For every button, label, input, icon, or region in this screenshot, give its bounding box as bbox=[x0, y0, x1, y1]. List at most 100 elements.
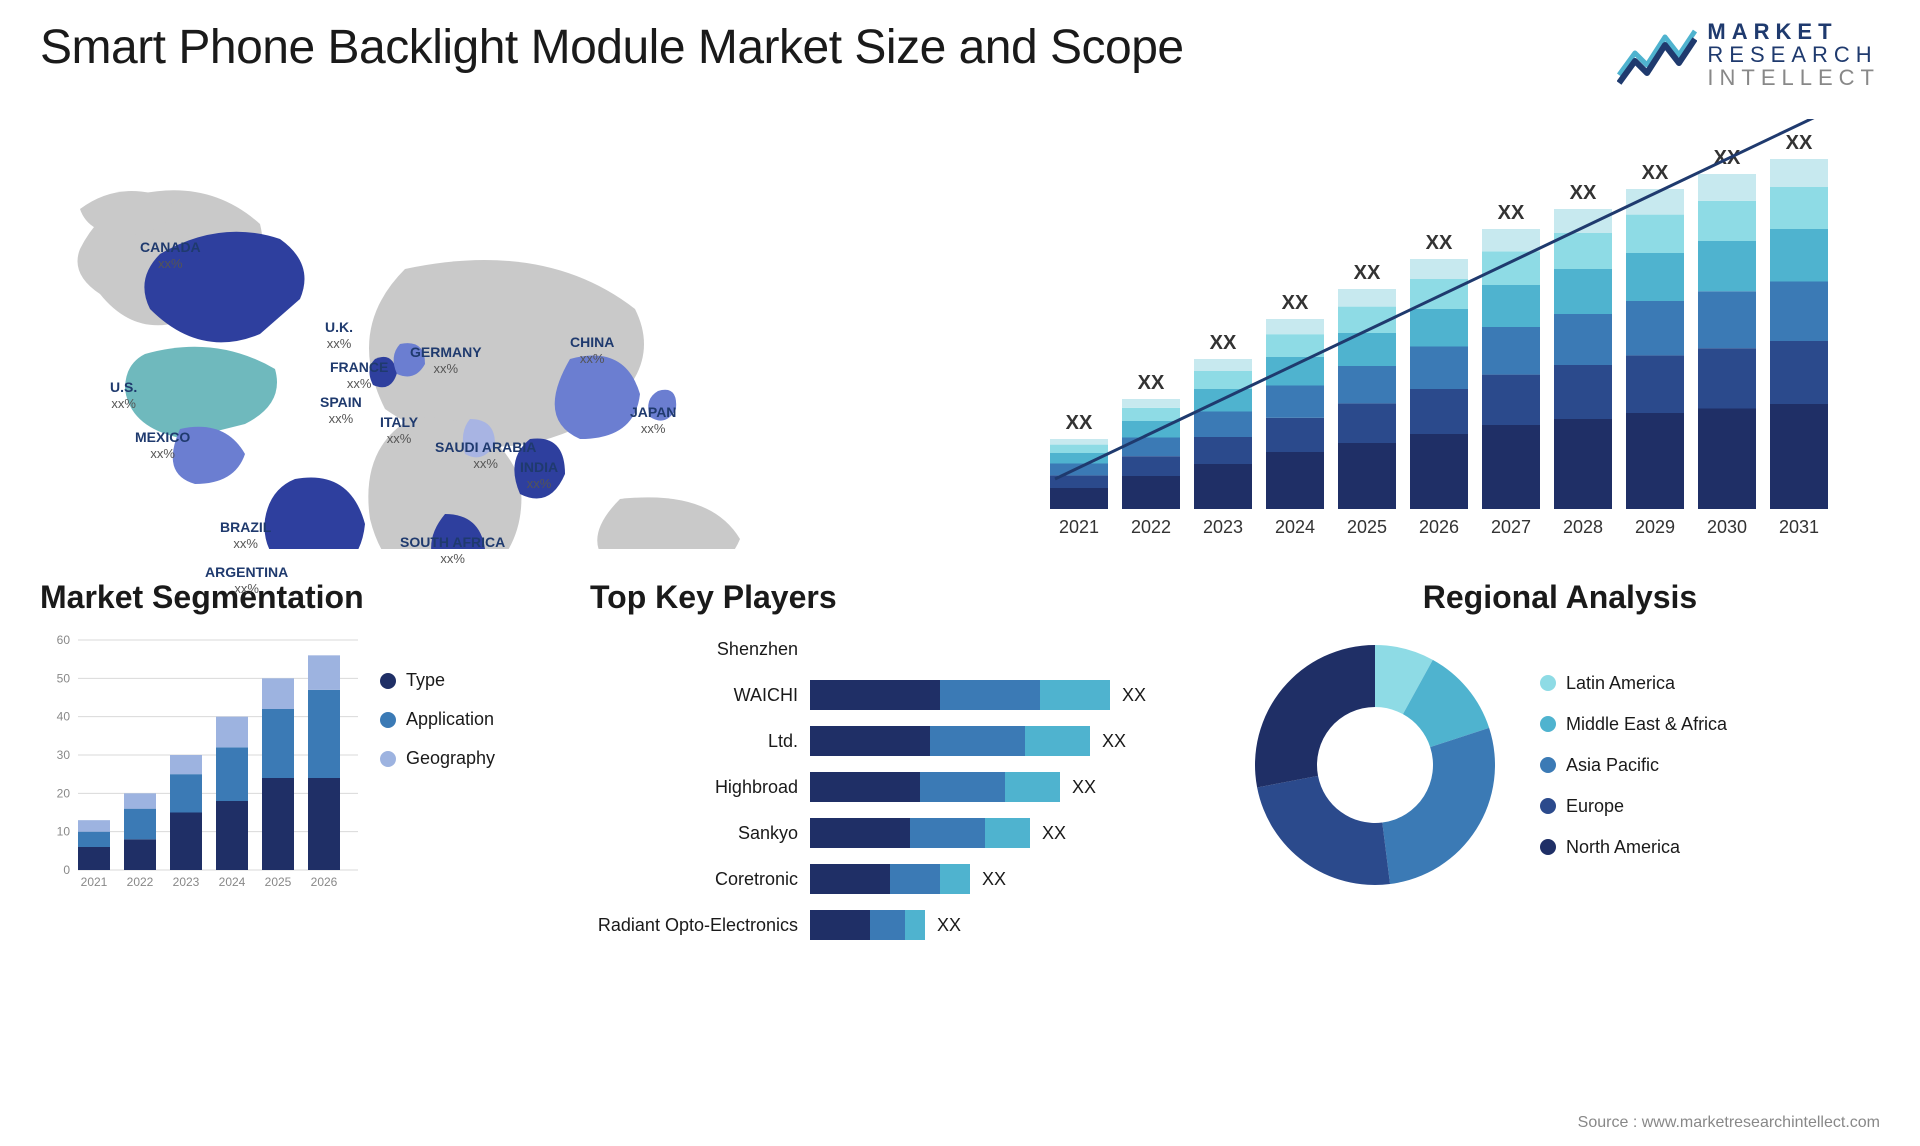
map-label: CANADAxx% bbox=[140, 239, 201, 271]
svg-text:XX: XX bbox=[1426, 232, 1453, 254]
key-player-bar bbox=[810, 818, 1030, 848]
key-player-label: Highbroad bbox=[590, 777, 810, 798]
svg-text:XX: XX bbox=[1498, 202, 1525, 224]
svg-text:2024: 2024 bbox=[1275, 517, 1315, 537]
logo-text-3: INTELLECT bbox=[1707, 66, 1880, 89]
regional-donut-chart bbox=[1240, 630, 1510, 900]
map-label: SPAINxx% bbox=[320, 394, 362, 426]
svg-text:2023: 2023 bbox=[1203, 517, 1243, 537]
legend-item: Latin America bbox=[1540, 673, 1727, 694]
key-players-title: Top Key Players bbox=[590, 579, 1210, 616]
map-label: MEXICOxx% bbox=[135, 429, 190, 461]
key-player-row: Sankyo XX bbox=[590, 814, 1210, 852]
key-player-value: XX bbox=[1030, 823, 1066, 844]
svg-text:2026: 2026 bbox=[1419, 517, 1459, 537]
map-label: SOUTH AFRICAxx% bbox=[400, 534, 505, 566]
world-map: CANADAxx%U.S.xx%MEXICOxx%BRAZILxx%ARGENT… bbox=[40, 119, 980, 549]
legend-item: Application bbox=[380, 709, 495, 730]
svg-text:2022: 2022 bbox=[127, 875, 154, 889]
svg-text:XX: XX bbox=[1570, 182, 1597, 204]
legend-item: Middle East & Africa bbox=[1540, 714, 1727, 735]
key-player-row: Highbroad XX bbox=[590, 768, 1210, 806]
key-player-value: XX bbox=[1110, 685, 1146, 706]
key-player-label: Shenzhen bbox=[590, 639, 810, 660]
svg-text:20: 20 bbox=[57, 787, 71, 801]
svg-text:2026: 2026 bbox=[311, 875, 338, 889]
key-player-value: XX bbox=[970, 869, 1006, 890]
map-label: CHINAxx% bbox=[570, 334, 614, 366]
key-player-bar bbox=[810, 910, 925, 940]
key-player-row: Coretronic XX bbox=[590, 860, 1210, 898]
map-label: GERMANYxx% bbox=[410, 344, 482, 376]
svg-text:XX: XX bbox=[1282, 292, 1309, 314]
svg-text:2021: 2021 bbox=[1059, 517, 1099, 537]
svg-text:2027: 2027 bbox=[1491, 517, 1531, 537]
map-label: ITALYxx% bbox=[380, 414, 418, 446]
map-label: INDIAxx% bbox=[520, 459, 558, 491]
segmentation-title: Market Segmentation bbox=[40, 579, 560, 616]
svg-text:0: 0 bbox=[63, 863, 70, 877]
svg-text:XX: XX bbox=[1210, 332, 1237, 354]
key-player-row: Ltd. XX bbox=[590, 722, 1210, 760]
logo-text-2: RESEARCH bbox=[1707, 43, 1880, 66]
svg-text:60: 60 bbox=[57, 633, 71, 647]
key-player-label: Ltd. bbox=[590, 731, 810, 752]
svg-text:XX: XX bbox=[1354, 262, 1381, 284]
key-player-label: Coretronic bbox=[590, 869, 810, 890]
key-player-row: WAICHI XX bbox=[590, 676, 1210, 714]
logo-mark-icon bbox=[1617, 25, 1697, 85]
key-players-panel: Top Key Players ShenzhenWAICHIXXLtd.XXHi… bbox=[590, 579, 1210, 952]
regional-title: Regional Analysis bbox=[1240, 579, 1880, 616]
map-label: FRANCExx% bbox=[330, 359, 388, 391]
svg-text:2028: 2028 bbox=[1563, 517, 1603, 537]
map-label: JAPANxx% bbox=[630, 404, 676, 436]
map-label: ARGENTINAxx% bbox=[205, 564, 288, 596]
svg-text:XX: XX bbox=[1642, 162, 1669, 184]
key-player-value: XX bbox=[925, 915, 961, 936]
forecast-bar-chart: 2021 XX 2022 XX 2023 XX 2024 XX 2025 XX 2026 XX 2027… bbox=[1040, 119, 1880, 549]
key-player-value: XX bbox=[1090, 731, 1126, 752]
svg-text:XX: XX bbox=[1786, 132, 1813, 154]
svg-text:30: 30 bbox=[57, 748, 71, 762]
legend-item: Asia Pacific bbox=[1540, 755, 1727, 776]
svg-text:2025: 2025 bbox=[265, 875, 292, 889]
svg-text:2031: 2031 bbox=[1779, 517, 1819, 537]
key-player-bar bbox=[810, 772, 1060, 802]
svg-text:2024: 2024 bbox=[219, 875, 246, 889]
svg-text:10: 10 bbox=[57, 825, 71, 839]
key-player-value: XX bbox=[1060, 777, 1096, 798]
svg-text:2021: 2021 bbox=[81, 875, 108, 889]
key-player-row: Radiant Opto-Electronics XX bbox=[590, 906, 1210, 944]
svg-text:2023: 2023 bbox=[173, 875, 200, 889]
key-player-bar bbox=[810, 680, 1110, 710]
svg-text:2029: 2029 bbox=[1635, 517, 1675, 537]
svg-text:XX: XX bbox=[1138, 372, 1165, 394]
svg-text:40: 40 bbox=[57, 710, 71, 724]
segmentation-legend: Type Application Geography bbox=[380, 670, 495, 769]
regional-legend: Latin America Middle East & Africa Asia Pa… bbox=[1540, 673, 1727, 858]
map-label: BRAZILxx% bbox=[220, 519, 271, 551]
source-caption: Source : www.marketresearchintellect.com bbox=[1578, 1114, 1880, 1132]
key-player-label: Radiant Opto-Electronics bbox=[590, 915, 810, 936]
legend-item: North America bbox=[1540, 837, 1727, 858]
key-player-bar bbox=[810, 864, 970, 894]
logo-text-1: MARKET bbox=[1707, 20, 1880, 43]
key-player-label: Sankyo bbox=[590, 823, 810, 844]
segmentation-panel: Market Segmentation 0 10 20 30 40 50 60 2021 202… bbox=[40, 579, 560, 952]
legend-item: Europe bbox=[1540, 796, 1727, 817]
svg-text:50: 50 bbox=[57, 672, 71, 686]
key-player-label: WAICHI bbox=[590, 685, 810, 706]
svg-text:2022: 2022 bbox=[1131, 517, 1171, 537]
svg-text:2030: 2030 bbox=[1707, 517, 1747, 537]
regional-panel: Regional Analysis Latin America Middle Ea… bbox=[1240, 579, 1880, 952]
map-label: U.K.xx% bbox=[325, 319, 353, 351]
page-title: Smart Phone Backlight Module Market Size… bbox=[40, 20, 1184, 75]
key-player-row: Shenzhen bbox=[590, 630, 1210, 668]
brand-logo: MARKET RESEARCH INTELLECT bbox=[1617, 20, 1880, 89]
key-player-bar bbox=[810, 726, 1090, 756]
svg-text:2025: 2025 bbox=[1347, 517, 1387, 537]
map-label: U.S.xx% bbox=[110, 379, 137, 411]
legend-item: Geography bbox=[380, 748, 495, 769]
svg-text:XX: XX bbox=[1066, 412, 1093, 434]
legend-item: Type bbox=[380, 670, 495, 691]
